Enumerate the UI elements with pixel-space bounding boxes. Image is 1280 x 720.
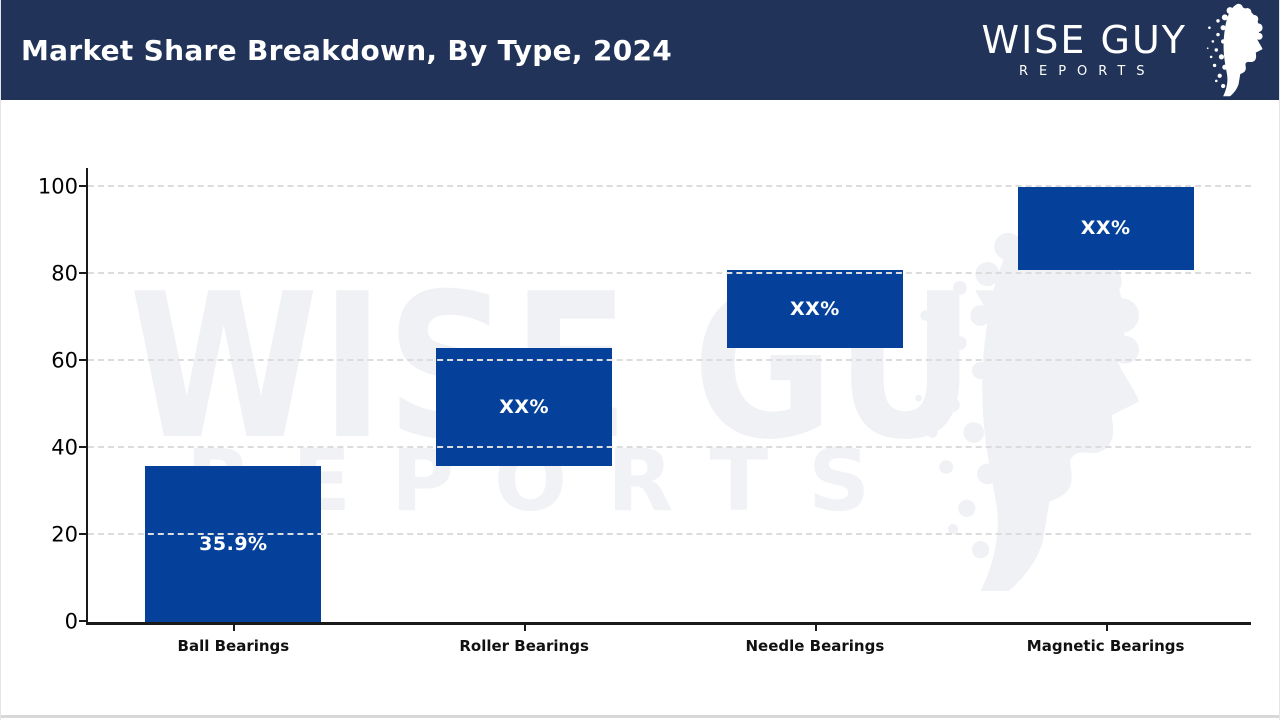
bar-magnetic-bearings: XX% — [1017, 187, 1194, 270]
bar-value-label: XX% — [499, 395, 550, 418]
y-axis-tick-label: 0 — [64, 609, 78, 634]
logo-text: WISE GUY REPORTS — [982, 21, 1187, 79]
x-axis-category-label: Needle Bearings — [745, 637, 885, 655]
gridline — [88, 446, 1251, 448]
gridline — [88, 272, 1251, 274]
y-axis-spine-cap — [86, 168, 88, 188]
footer-strip — [1, 715, 1279, 720]
gridline — [88, 359, 1251, 361]
bar-value-label: XX% — [1080, 217, 1131, 240]
y-axis-tick-label: 40 — [51, 435, 78, 460]
bar-value-label: XX% — [789, 297, 840, 320]
logo-head-icon — [1206, 3, 1263, 97]
wise-guy-reports-logo: WISE GUY REPORTS — [982, 2, 1265, 98]
y-axis-tick-label: 60 — [51, 348, 78, 373]
chart-area: WISE GUY REPORTS 35.9% Ball Bearings XX% Ro… — [1, 100, 1279, 715]
y-axis-tick-label: 80 — [51, 261, 78, 286]
gridline — [88, 185, 1251, 187]
y-axis-tick — [79, 533, 88, 535]
y-axis-tick-label: 100 — [37, 174, 78, 199]
y-axis-tick — [79, 446, 88, 448]
y-axis-tick-label: 20 — [51, 522, 78, 547]
y-axis-tick — [79, 620, 88, 622]
gridline — [88, 533, 1251, 535]
logo-subtitle: REPORTS — [1018, 64, 1156, 79]
header: Market Share Breakdown, By Type, 2024 WI… — [1, 0, 1279, 100]
logo-wordmark: WISE GUY — [981, 18, 1187, 62]
x-axis-tick — [233, 625, 236, 631]
y-axis-tick — [79, 272, 88, 274]
bar-needle-bearings: XX% — [726, 269, 903, 348]
x-axis-category-label: Ball Bearings — [177, 637, 290, 655]
y-axis-tick — [79, 185, 88, 187]
bar-roller-bearings: XX% — [436, 347, 613, 466]
x-axis-category-label: Roller Bearings — [459, 637, 589, 655]
bar-value-label: 35.9% — [199, 532, 268, 555]
x-axis-tick — [1105, 625, 1108, 631]
page-title: Market Share Breakdown, By Type, 2024 — [21, 33, 673, 67]
bar-ball-bearings: 35.9% — [145, 465, 322, 622]
x-axis-tick — [524, 625, 527, 631]
x-axis-tick — [814, 625, 817, 631]
x-axis-category-label: Magnetic Bearings — [1026, 637, 1185, 655]
plot-area: 35.9% Ball Bearings XX% Roller Bearings XX% N… — [38, 176, 1251, 655]
y-axis-tick — [79, 359, 88, 361]
